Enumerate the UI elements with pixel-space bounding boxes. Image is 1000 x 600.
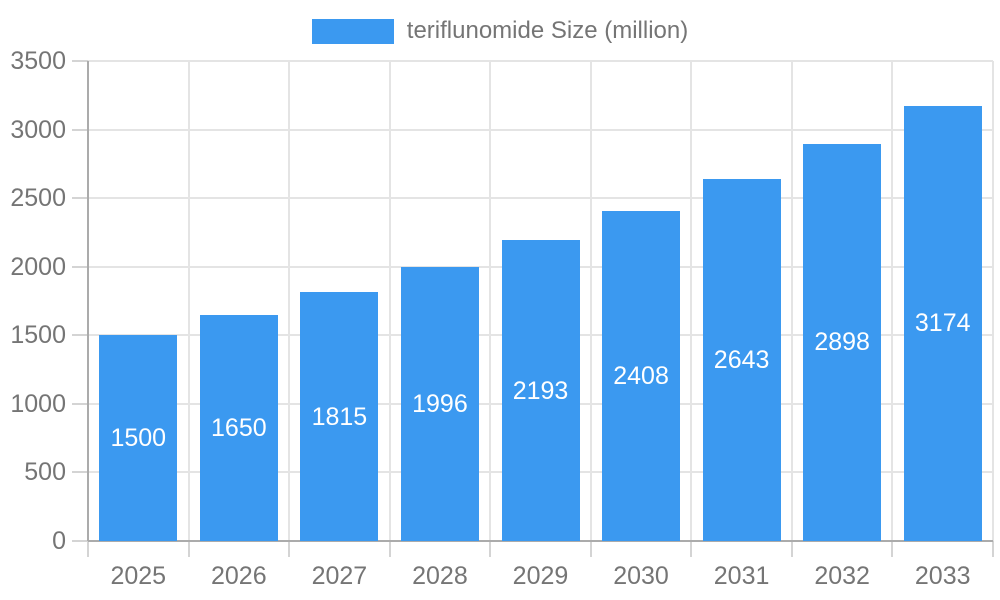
x-axis-label-2029: 2029	[512, 562, 569, 590]
x-axis-label-2025: 2025	[110, 562, 167, 590]
x-gridline	[690, 61, 693, 541]
y-tick	[72, 471, 88, 474]
bar-2029: 2193	[501, 240, 580, 541]
x-tick	[589, 541, 592, 557]
y-tick	[72, 197, 88, 200]
x-tick	[790, 541, 793, 557]
bar-2032: 2898	[803, 143, 882, 541]
y-tick	[72, 265, 88, 268]
bar-2030: 2408	[602, 210, 681, 541]
x-tick	[891, 541, 894, 557]
bar-value-label: 2193	[512, 376, 569, 405]
bar-2027: 1815	[300, 292, 379, 541]
bar-value-label: 1500	[110, 424, 167, 453]
x-axis-label-2033: 2033	[914, 562, 971, 590]
x-tick	[992, 541, 994, 557]
y-tick	[72, 60, 88, 62]
bar-2033: 3174	[903, 105, 982, 541]
y-gridline	[88, 128, 993, 131]
x-gridline	[187, 61, 190, 541]
bar-2031: 2643	[702, 178, 781, 541]
bar-value-label: 2898	[814, 328, 870, 357]
bar-value-label: 2408	[613, 361, 669, 390]
bar-value-label: 1650	[211, 413, 267, 442]
x-axis-label-2026: 2026	[211, 562, 267, 590]
x-gridline	[589, 61, 592, 541]
x-gridline	[489, 61, 492, 541]
x-tick	[489, 541, 492, 557]
legend-label: teriflunomide Size (million)	[406, 17, 689, 44]
x-gridline	[388, 61, 391, 541]
y-axis-label: 1500	[10, 321, 66, 350]
x-gridline	[992, 61, 994, 541]
x-tick	[690, 541, 693, 557]
x-gridline	[790, 61, 793, 541]
x-axis-label-2030: 2030	[613, 562, 669, 590]
bar-value-label: 1815	[311, 402, 368, 431]
y-gridline	[88, 197, 993, 200]
x-tick	[87, 541, 89, 557]
bar-2026: 1650	[199, 314, 278, 541]
bar-value-label: 1996	[412, 390, 468, 419]
x-axis-line	[88, 540, 993, 542]
bar-2025: 1500	[99, 335, 178, 541]
bar-value-label: 3174	[914, 309, 971, 338]
x-axis-label-2031: 2031	[713, 562, 770, 590]
chart-legend[interactable]: teriflunomide Size (million)	[0, 17, 1000, 45]
y-axis-label: 3000	[10, 115, 66, 144]
x-axis-label-2028: 2028	[412, 562, 468, 590]
x-axis-label-2032: 2032	[814, 562, 870, 590]
x-gridline	[288, 61, 291, 541]
x-tick	[388, 541, 391, 557]
bar-value-label: 2643	[713, 345, 770, 374]
x-tick	[288, 541, 291, 557]
x-tick	[187, 541, 190, 557]
y-axis-label: 1000	[10, 389, 66, 418]
x-gridline	[891, 61, 894, 541]
y-axis-label: 3500	[10, 47, 66, 75]
y-tick	[72, 402, 88, 405]
y-tick	[72, 334, 88, 337]
bar-2028: 1996	[400, 267, 479, 541]
y-axis-label: 0	[52, 527, 66, 555]
y-axis-label: 2000	[10, 252, 66, 281]
y-tick	[72, 128, 88, 131]
y-axis-label: 2500	[10, 184, 66, 213]
y-axis-line	[87, 61, 89, 541]
y-gridline	[88, 60, 993, 62]
y-axis-label: 500	[24, 458, 66, 487]
legend-swatch-icon	[311, 18, 394, 44]
y-tick	[72, 540, 88, 542]
x-axis-label-2027: 2027	[311, 562, 368, 590]
